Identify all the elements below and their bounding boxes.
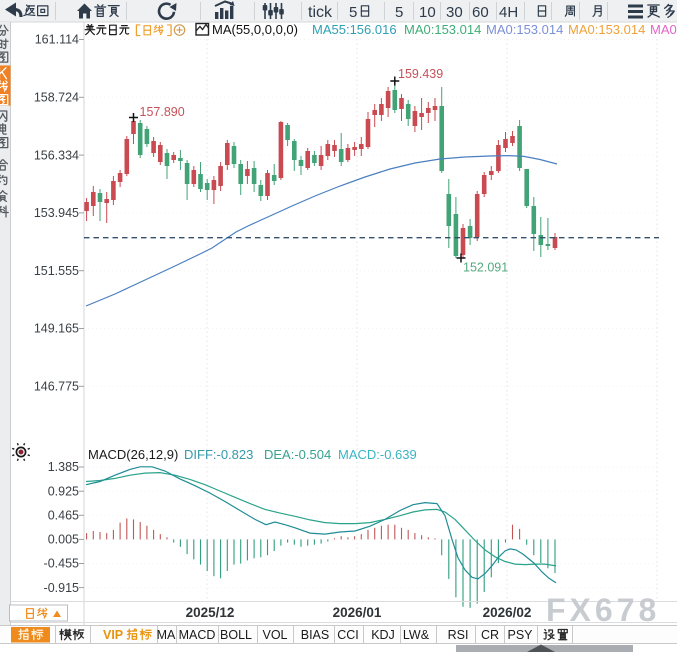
svg-text:149.165: 149.165 bbox=[34, 322, 79, 336]
svg-text:151.555: 151.555 bbox=[34, 264, 79, 278]
svg-text:0.005: 0.005 bbox=[48, 533, 79, 547]
svg-text:MA0:153.014: MA0:153.014 bbox=[404, 22, 481, 37]
svg-text:MACD: MACD bbox=[179, 628, 216, 642]
svg-text:CR: CR bbox=[481, 628, 499, 642]
svg-text:RSI: RSI bbox=[448, 628, 469, 642]
svg-text:MA0:153.014: MA0:153.014 bbox=[486, 22, 563, 37]
svg-text:DIFF:-0.823: DIFF:-0.823 bbox=[184, 447, 253, 462]
svg-text:MA: MA bbox=[157, 628, 176, 642]
svg-text:KDJ: KDJ bbox=[371, 628, 395, 642]
svg-text:156.334: 156.334 bbox=[34, 148, 79, 162]
svg-text:161.114: 161.114 bbox=[35, 33, 79, 47]
svg-text:2026/01: 2026/01 bbox=[333, 605, 382, 620]
svg-text:-0.915: -0.915 bbox=[44, 581, 79, 595]
svg-text:153.945: 153.945 bbox=[34, 206, 79, 220]
svg-text:BOLL: BOLL bbox=[220, 628, 252, 642]
svg-text:159.439: 159.439 bbox=[398, 67, 443, 81]
svg-text:PSY: PSY bbox=[507, 628, 533, 642]
svg-text:30: 30 bbox=[446, 4, 463, 21]
svg-text:158.724: 158.724 bbox=[34, 91, 79, 105]
svg-text:4H: 4H bbox=[499, 4, 518, 21]
svg-text:-0.455: -0.455 bbox=[44, 557, 79, 571]
svg-text:5: 5 bbox=[395, 4, 403, 21]
svg-text:MA0:1: MA0:1 bbox=[650, 22, 677, 37]
svg-text:2026/02: 2026/02 bbox=[483, 605, 532, 620]
svg-text:tick: tick bbox=[308, 4, 333, 21]
svg-text:146.775: 146.775 bbox=[34, 380, 79, 394]
svg-text:5: 5 bbox=[349, 4, 357, 21]
svg-text:VOL: VOL bbox=[262, 628, 287, 642]
svg-text:152.091: 152.091 bbox=[463, 261, 508, 275]
svg-text:CCI: CCI bbox=[337, 628, 359, 642]
svg-text:MACD:-0.639: MACD:-0.639 bbox=[338, 447, 417, 462]
svg-text:BIAS: BIAS bbox=[301, 628, 330, 642]
svg-text:157.890: 157.890 bbox=[140, 105, 185, 119]
svg-text:MA55:156.016: MA55:156.016 bbox=[312, 22, 397, 37]
svg-text:MA0:153.014: MA0:153.014 bbox=[568, 22, 645, 37]
svg-text:2025/12: 2025/12 bbox=[186, 605, 235, 620]
svg-text:10: 10 bbox=[419, 4, 436, 21]
svg-text:60: 60 bbox=[472, 4, 489, 21]
svg-text:VIP: VIP bbox=[103, 628, 123, 642]
svg-text:MA(55,0,0,0,0): MA(55,0,0,0,0) bbox=[212, 22, 298, 37]
svg-text:0.465: 0.465 bbox=[48, 509, 79, 523]
svg-text:1.385: 1.385 bbox=[48, 460, 79, 474]
svg-text:0.925: 0.925 bbox=[48, 484, 79, 498]
svg-text:MACD(26,12,9): MACD(26,12,9) bbox=[88, 447, 178, 462]
svg-text:LW&: LW& bbox=[403, 628, 430, 642]
svg-text:DEA:-0.504: DEA:-0.504 bbox=[264, 447, 331, 462]
